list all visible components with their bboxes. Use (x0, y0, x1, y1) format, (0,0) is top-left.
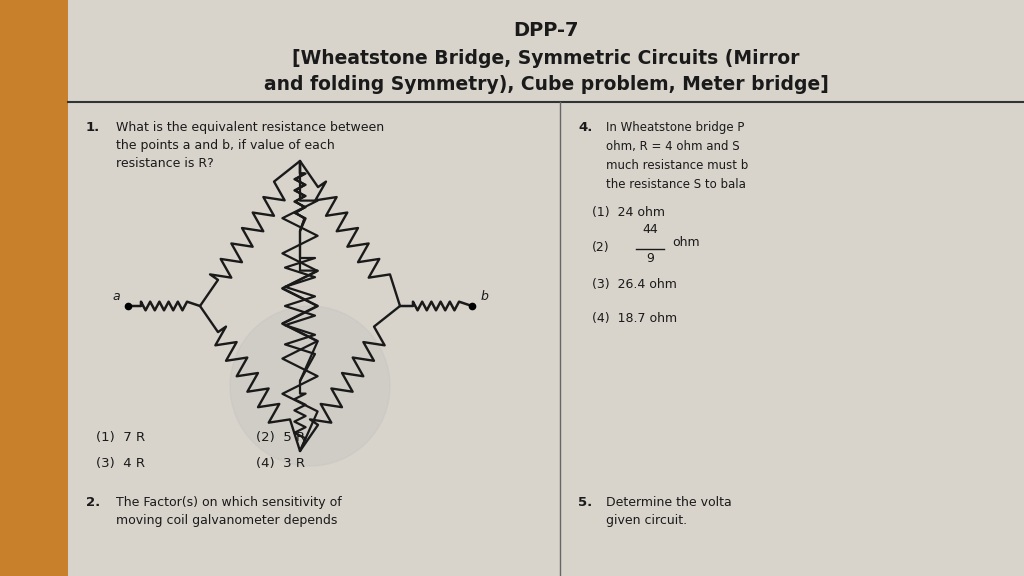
Text: the points a and b, if value of each: the points a and b, if value of each (116, 139, 335, 152)
Text: ohm: ohm (672, 237, 699, 249)
Text: moving coil galvanometer depends: moving coil galvanometer depends (116, 514, 337, 527)
Text: [Wheatstone Bridge, Symmetric Circuits (Mirror: [Wheatstone Bridge, Symmetric Circuits (… (292, 48, 800, 67)
Text: (3)  4 R: (3) 4 R (96, 457, 145, 471)
Text: (1)  7 R: (1) 7 R (96, 431, 145, 445)
Text: DPP-7: DPP-7 (513, 21, 579, 40)
Text: In Wheatstone bridge P: In Wheatstone bridge P (606, 121, 744, 134)
Text: ohm, R = 4 ohm and S: ohm, R = 4 ohm and S (606, 140, 739, 153)
Text: much resistance must b: much resistance must b (606, 159, 749, 172)
Text: (4)  3 R: (4) 3 R (256, 457, 305, 471)
Text: 1.: 1. (86, 121, 100, 134)
Text: the resistance S to bala: the resistance S to bala (606, 178, 745, 191)
Text: The Factor(s) on which sensitivity of: The Factor(s) on which sensitivity of (116, 496, 342, 509)
Text: and folding Symmetry), Cube problem, Meter bridge]: and folding Symmetry), Cube problem, Met… (263, 74, 828, 93)
Text: 2.: 2. (86, 496, 100, 509)
Circle shape (230, 306, 390, 466)
Text: (4)  18.7 ohm: (4) 18.7 ohm (592, 312, 677, 325)
Text: 5.: 5. (578, 496, 592, 509)
Text: (2)  5 R: (2) 5 R (256, 431, 305, 445)
Text: 9: 9 (646, 252, 654, 265)
Text: 4.: 4. (578, 121, 592, 134)
Text: Determine the volta: Determine the volta (606, 496, 732, 509)
Text: (3)  26.4 ohm: (3) 26.4 ohm (592, 278, 677, 291)
Text: resistance is R?: resistance is R? (116, 157, 214, 170)
Text: 44: 44 (642, 223, 657, 236)
Text: (1)  24 ohm: (1) 24 ohm (592, 206, 665, 219)
Text: (2): (2) (592, 241, 609, 254)
Text: a: a (113, 290, 120, 302)
Text: What is the equivalent resistance between: What is the equivalent resistance betwee… (116, 121, 384, 134)
Text: b: b (480, 290, 488, 302)
Text: given circuit.: given circuit. (606, 514, 687, 527)
Bar (0, 0, 68, 576)
